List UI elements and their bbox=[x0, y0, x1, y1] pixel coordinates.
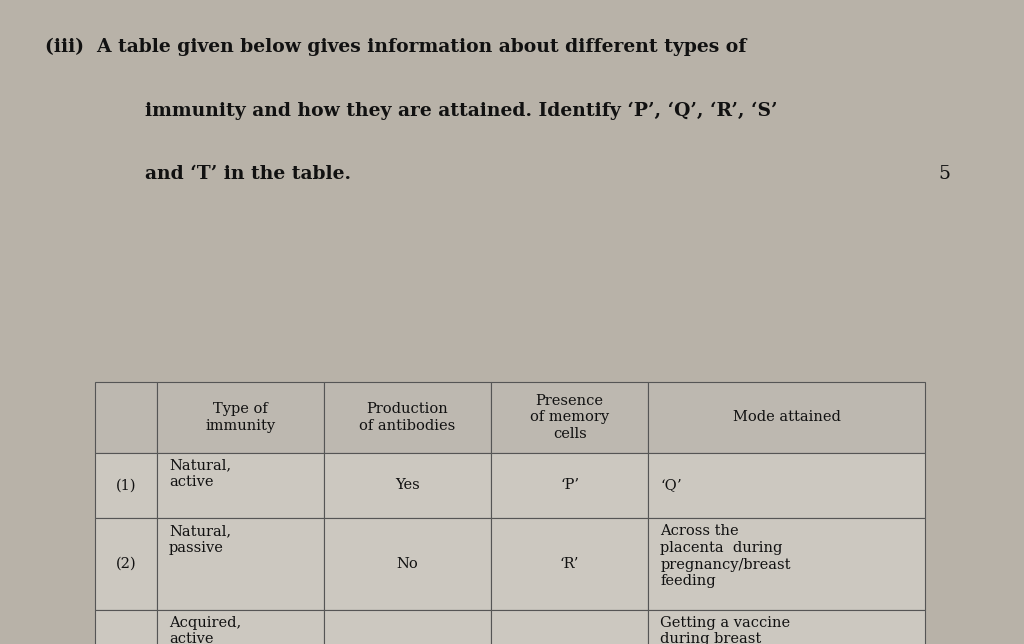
Text: ‘Q’: ‘Q’ bbox=[660, 478, 682, 492]
Text: ‘P’: ‘P’ bbox=[560, 478, 580, 492]
Text: Yes: Yes bbox=[395, 478, 420, 492]
Bar bbox=[648, 453, 925, 518]
Text: 5: 5 bbox=[938, 165, 950, 183]
Text: Type of
immunity: Type of immunity bbox=[206, 402, 275, 433]
Text: Presence
of memory
cells: Presence of memory cells bbox=[530, 393, 609, 441]
Bar bbox=[95, 453, 157, 518]
Bar bbox=[324, 382, 490, 453]
Text: Acquired,
active: Acquired, active bbox=[169, 616, 242, 644]
Text: and ‘T’ in the table.: and ‘T’ in the table. bbox=[145, 165, 351, 183]
Bar bbox=[157, 518, 324, 610]
Text: Across the
placenta  during
pregnancy/breast
feeding: Across the placenta during pregnancy/bre… bbox=[660, 524, 791, 588]
Bar bbox=[648, 382, 925, 453]
Bar bbox=[490, 518, 648, 610]
Bar bbox=[490, 382, 648, 453]
Text: Mode attained: Mode attained bbox=[733, 410, 841, 424]
Bar bbox=[95, 382, 157, 453]
Text: ‘R’: ‘R’ bbox=[560, 557, 580, 571]
Bar bbox=[95, 518, 157, 610]
Bar bbox=[490, 610, 648, 644]
Text: Natural,
active: Natural, active bbox=[169, 459, 231, 489]
Text: immunity and how they are attained. Identify ‘P’, ‘Q’, ‘R’, ‘S’: immunity and how they are attained. Iden… bbox=[145, 102, 777, 120]
Bar bbox=[157, 382, 324, 453]
Text: No: No bbox=[396, 557, 419, 571]
Bar bbox=[95, 610, 157, 644]
Text: (iii)  A table given below gives information about different types of: (iii) A table given below gives informat… bbox=[45, 38, 746, 56]
Text: Getting a vaccine
during breast
feeding: Getting a vaccine during breast feeding bbox=[660, 616, 791, 644]
Bar bbox=[648, 610, 925, 644]
Text: Production
of antibodies: Production of antibodies bbox=[359, 402, 456, 433]
Bar bbox=[324, 610, 490, 644]
Bar bbox=[157, 610, 324, 644]
Bar bbox=[324, 453, 490, 518]
Text: (2): (2) bbox=[116, 557, 136, 571]
Bar bbox=[648, 518, 925, 610]
Bar bbox=[490, 453, 648, 518]
Text: Natural,
passive: Natural, passive bbox=[169, 524, 231, 554]
Bar bbox=[324, 518, 490, 610]
Bar bbox=[157, 453, 324, 518]
Text: (1): (1) bbox=[116, 478, 136, 492]
